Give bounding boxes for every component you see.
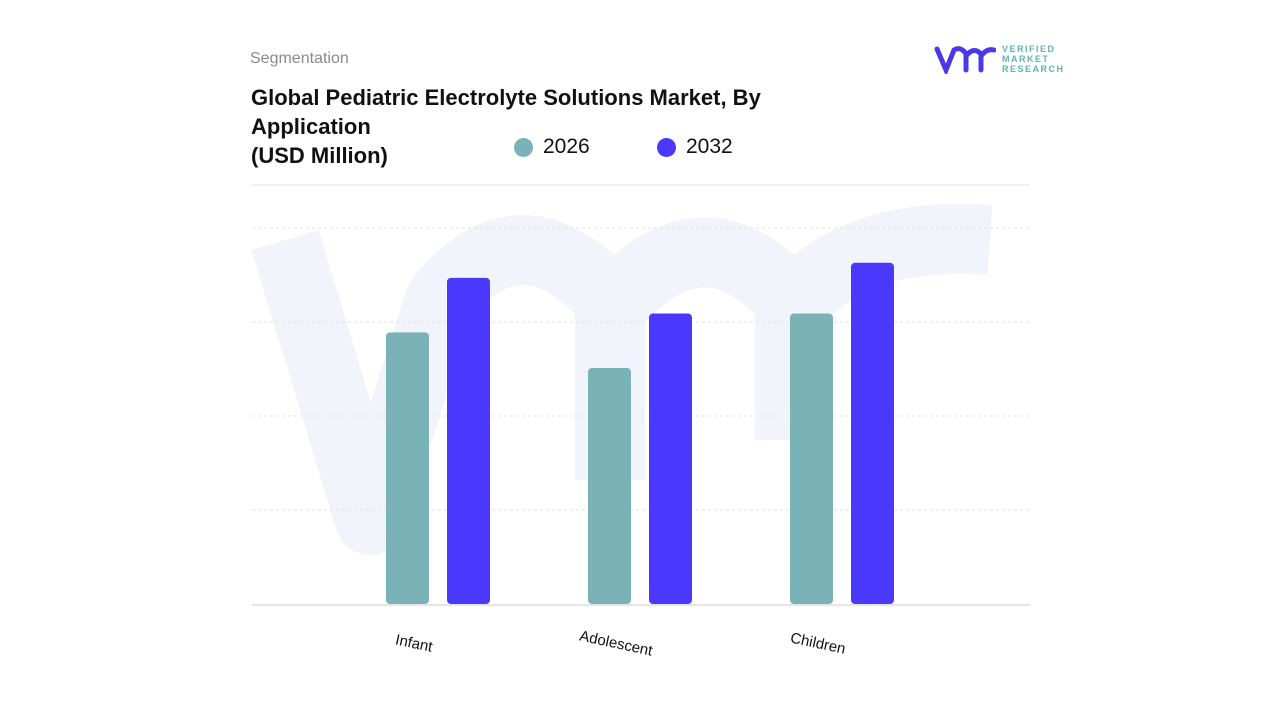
legend-swatch-2032 [657,137,676,157]
bar-infant-2032 [447,277,490,604]
logo-text: VERIFIED MARKET RESEARCH [1002,44,1065,74]
legend-swatch-2026 [514,137,533,157]
chart-title: Global Pediatric Electrolyte Solutions M… [251,83,851,170]
legend-label-2026: 2026 [543,135,590,158]
bar-infant-2026 [386,332,429,604]
legend-item-2032: 2032 [657,135,733,159]
vmr-logo: VERIFIED MARKET RESEARCH [934,44,1065,74]
section-label: Segmentation [250,50,349,67]
vmr-logo-icon [934,46,996,74]
title-line-1: Global Pediatric Electrolyte Solutions M… [251,85,761,110]
bar-children-2032 [851,262,894,604]
x-tick-label-children: Children [789,629,847,657]
bar-adolescent-2026 [588,368,631,604]
x-tick-label-adolescent: Adolescent [578,628,655,660]
title-line-3: (USD Million) [251,143,388,168]
bar-children-2026 [790,313,833,604]
watermark [251,203,993,555]
title-line-2: Application [251,114,371,139]
x-tick-label-infant: Infant [394,631,435,656]
bar-adolescent-2032 [649,313,692,604]
legend-item-2026: 2026 [514,135,590,159]
legend-label-2032: 2032 [686,135,733,158]
